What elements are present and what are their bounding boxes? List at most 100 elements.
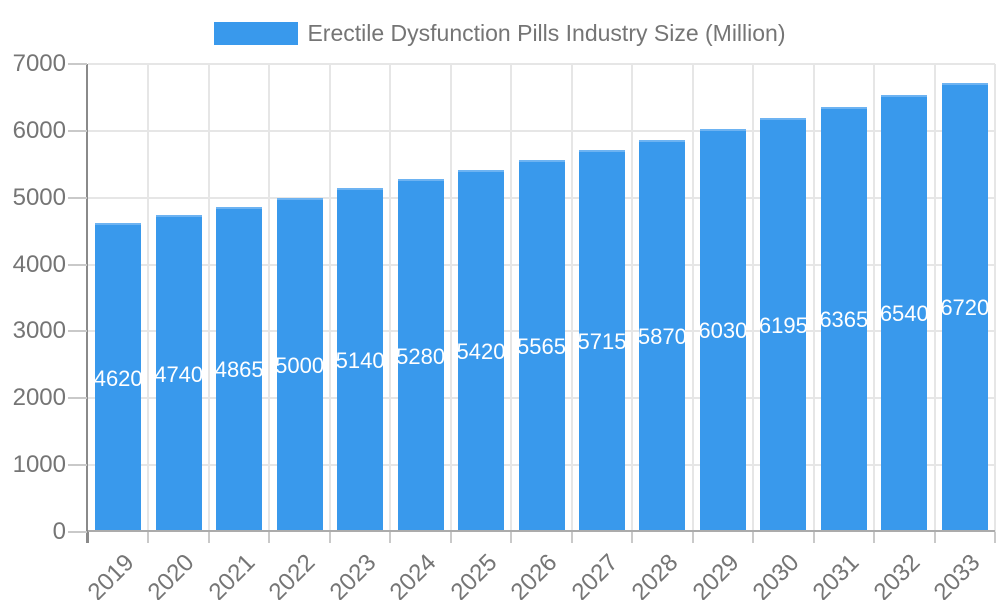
x-axis-tick [752, 532, 754, 543]
x-axis-tick [329, 532, 331, 543]
bar-value-label: 5000 [276, 352, 323, 378]
gridline-vertical [510, 64, 512, 532]
gridline-vertical [692, 64, 694, 532]
y-axis-label: 6000 [12, 116, 66, 144]
x-axis-label-2033: 2033 [929, 549, 986, 600]
y-axis-tick [68, 129, 87, 132]
bar-value-label: 5280 [397, 343, 444, 369]
bar-value-label: 6540 [881, 301, 928, 327]
legend: Erectile Dysfunction Pills Industry Size… [0, 20, 1000, 47]
gridline-vertical [329, 64, 331, 532]
gridline-vertical [389, 64, 391, 532]
y-axis-label: 4000 [12, 250, 66, 278]
bar-value-label: 5420 [458, 338, 504, 364]
x-axis-tick [873, 532, 875, 543]
x-axis-label-2019: 2019 [82, 549, 140, 600]
x-axis-tick [450, 532, 452, 543]
bar-2032[interactable]: 6540 [881, 94, 928, 532]
y-axis-tick [68, 397, 87, 400]
bar-value-label: 5565 [518, 333, 565, 359]
gridline-horizontal [88, 63, 995, 65]
bar-value-label: 6720 [941, 295, 988, 321]
y-axis-tick [68, 464, 87, 467]
bar-2031[interactable]: 6365 [820, 106, 867, 532]
x-axis-tick [934, 532, 936, 543]
gridline-horizontal [88, 129, 995, 132]
gridline-vertical [450, 64, 452, 532]
bar-2026[interactable]: 5565 [518, 159, 565, 532]
bar-value-label: 4620 [95, 365, 142, 391]
gridline-vertical [631, 64, 633, 532]
x-axis-tick [510, 532, 512, 543]
y-axis-line [86, 64, 88, 543]
gridline-vertical [873, 64, 875, 532]
bar-value-label: 6195 [760, 312, 807, 338]
gridline-vertical [752, 64, 754, 532]
x-axis-tick [208, 532, 210, 543]
x-axis-label-2030: 2030 [747, 549, 805, 600]
bar-2023[interactable]: 5140 [337, 188, 384, 532]
bar-2033[interactable]: 6720 [941, 82, 988, 532]
x-axis-label-2032: 2032 [868, 549, 926, 600]
y-axis-label: 2000 [12, 384, 66, 412]
bar-value-label: 4740 [155, 361, 202, 387]
bar-2029[interactable]: 6030 [699, 128, 746, 532]
x-axis-label-2024: 2024 [384, 549, 442, 600]
x-axis-tick [994, 532, 996, 543]
bar-value-label: 5715 [579, 328, 625, 354]
x-axis-label-2029: 2029 [687, 549, 744, 600]
gridline-vertical [813, 64, 815, 532]
y-axis-tick [68, 330, 87, 333]
chart-title: Erectile Dysfunction Pills Industry Size… [307, 20, 786, 46]
y-axis-label: 5000 [12, 183, 66, 211]
bar-value-label: 6030 [699, 318, 746, 344]
x-axis-label-2026: 2026 [505, 549, 563, 600]
gridline-vertical [994, 64, 996, 532]
x-axis-label-2025: 2025 [445, 549, 503, 600]
bar-2020[interactable]: 4740 [155, 215, 202, 532]
y-axis-label: 3000 [12, 317, 66, 345]
gridline-vertical [934, 64, 936, 532]
bar-2021[interactable]: 4865 [216, 206, 263, 532]
y-axis-label: 7000 [12, 50, 66, 77]
x-axis-label-2028: 2028 [626, 549, 684, 600]
x-axis-label-2023: 2023 [324, 549, 382, 600]
x-axis-tick [813, 532, 815, 543]
x-axis-tick [389, 532, 391, 543]
x-axis-tick [147, 532, 149, 543]
x-axis-label-2021: 2021 [203, 549, 261, 600]
x-axis-label-2020: 2020 [142, 549, 200, 600]
x-axis-tick [692, 532, 694, 543]
legend-swatch [214, 22, 299, 45]
bar-2028[interactable]: 5870 [639, 139, 686, 532]
bar-2024[interactable]: 5280 [397, 179, 444, 532]
bar-2025[interactable]: 5420 [458, 169, 504, 532]
x-axis-label-2022: 2022 [263, 549, 321, 600]
x-axis-tick [631, 532, 633, 543]
bar-value-label: 6365 [820, 307, 867, 333]
bar-2027[interactable]: 5715 [579, 149, 625, 532]
x-axis-label-2027: 2027 [566, 549, 624, 600]
y-axis-tick [68, 263, 87, 266]
bar-2019[interactable]: 4620 [95, 223, 142, 532]
y-axis-label: 1000 [12, 451, 66, 479]
bar-2022[interactable]: 5000 [276, 197, 323, 532]
y-axis-tick [68, 196, 87, 199]
gridline-vertical [208, 64, 210, 532]
x-axis-label-2031: 2031 [808, 549, 865, 600]
bar-value-label: 5870 [639, 323, 686, 349]
gridline-vertical [268, 64, 270, 532]
bar-2030[interactable]: 6195 [760, 117, 807, 532]
y-axis-tick [68, 531, 87, 533]
x-axis-tick [87, 532, 89, 543]
plot-area: 4620 4740 4865 5000 5140 5280 5420 5565 5715 5870… [88, 63, 996, 532]
bar-value-label: 4865 [216, 357, 263, 383]
x-axis-tick [571, 532, 573, 543]
y-axis-tick [68, 63, 87, 65]
bar-value-label: 5140 [337, 348, 384, 374]
x-axis-line [88, 530, 995, 532]
gridline-vertical [147, 64, 149, 532]
x-axis-tick [268, 532, 270, 543]
y-axis-label: 0 [52, 518, 66, 545]
